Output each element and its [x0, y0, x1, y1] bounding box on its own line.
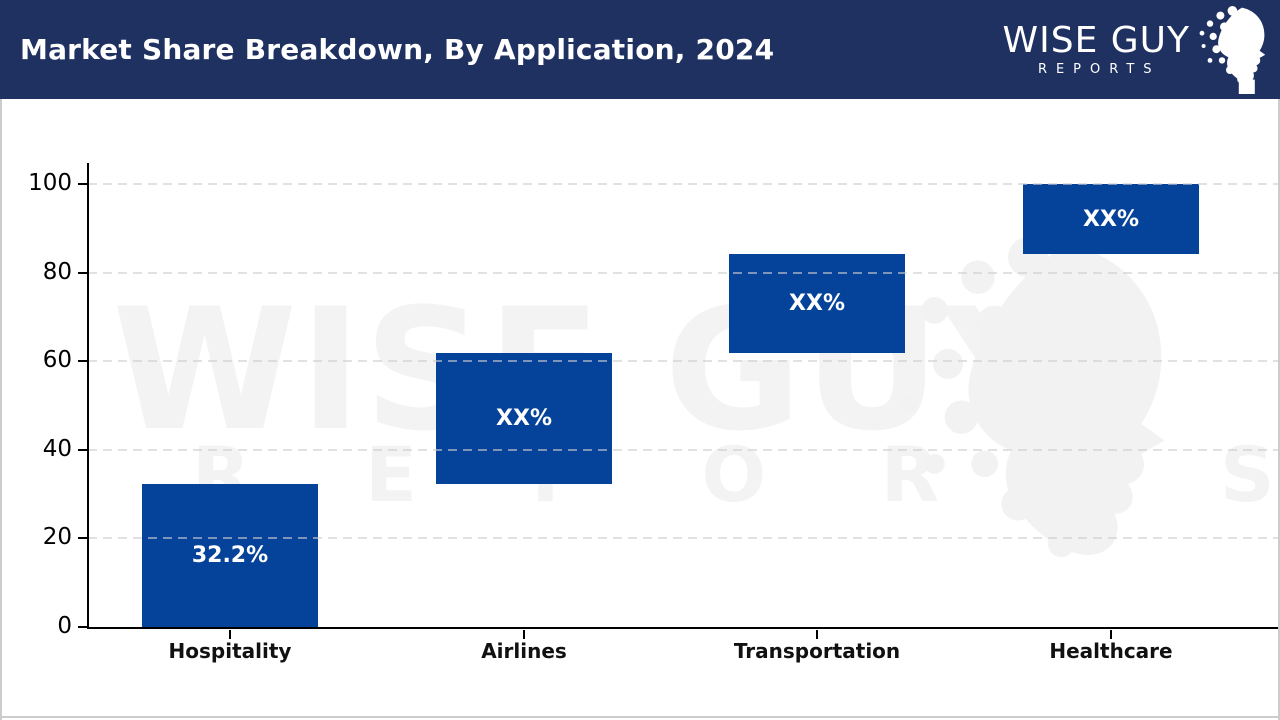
y-tick-mark [78, 183, 87, 185]
gridline-100 [88, 183, 1278, 185]
gridline-80 [88, 271, 1278, 274]
image-border-bottom [0, 716, 1280, 718]
header: Market Share Breakdown, By Application, … [0, 0, 1280, 99]
y-tick-mark [78, 626, 87, 628]
y-tick-mark [78, 537, 87, 540]
logo-text: WISE GUY REPORTS [1003, 22, 1191, 77]
x-tick-mark [1110, 630, 1112, 639]
y-tick-label-0: 0 [57, 613, 72, 639]
bar-value-label: XX% [789, 291, 845, 317]
bar-healthcare: XX% [1023, 184, 1199, 255]
x-category-label-transportation: Transportation [733, 639, 901, 663]
bar-transportation: XX% [729, 254, 905, 353]
x-category-label-healthcare: Healthcare [1049, 639, 1173, 663]
bar-hospitality: 32.2% [142, 484, 318, 627]
gridline-40 [88, 448, 1278, 451]
image-border-right [1278, 99, 1280, 720]
y-tick-label-60: 60 [42, 347, 72, 374]
watermark-head-icon [891, 237, 1165, 558]
bar-value-label: 32.2% [191, 543, 269, 569]
bar-airlines: XX% [436, 352, 612, 485]
x-category-label-hospitality: Hospitality [168, 639, 292, 663]
gridline-60 [88, 360, 1278, 363]
y-tick-label-100: 100 [28, 170, 72, 196]
logo-reports-text: REPORTS [1037, 61, 1161, 77]
image-border-left [0, 99, 2, 720]
y-tick-mark [78, 448, 87, 451]
y-tick-mark [78, 360, 87, 363]
gridline-20 [88, 537, 1278, 540]
logo-wise-guy-text: WISE GUY [1002, 20, 1190, 62]
page-title: Market Share Breakdown, By Application, … [20, 33, 775, 66]
bar-value-label: XX% [496, 406, 552, 432]
x-axis-line [87, 627, 1278, 629]
y-tick-label-80: 80 [42, 258, 72, 285]
y-tick-label-20: 20 [42, 524, 72, 551]
x-tick-mark [523, 630, 525, 639]
x-category-label-airlines: Airlines [481, 639, 567, 663]
dotted-head-logo-icon [1199, 5, 1266, 94]
wise-guy-logo: WISE GUY REPORTS [1003, 5, 1267, 95]
x-tick-mark [816, 630, 818, 639]
y-axis-line [87, 163, 89, 629]
plot-area: 32.2% XX% XX% XX% [88, 163, 1278, 627]
bar-value-label: XX% [1083, 206, 1139, 232]
y-tick-label-40: 40 [42, 435, 72, 462]
y-tick-mark [78, 271, 87, 274]
x-tick-mark [229, 630, 231, 639]
